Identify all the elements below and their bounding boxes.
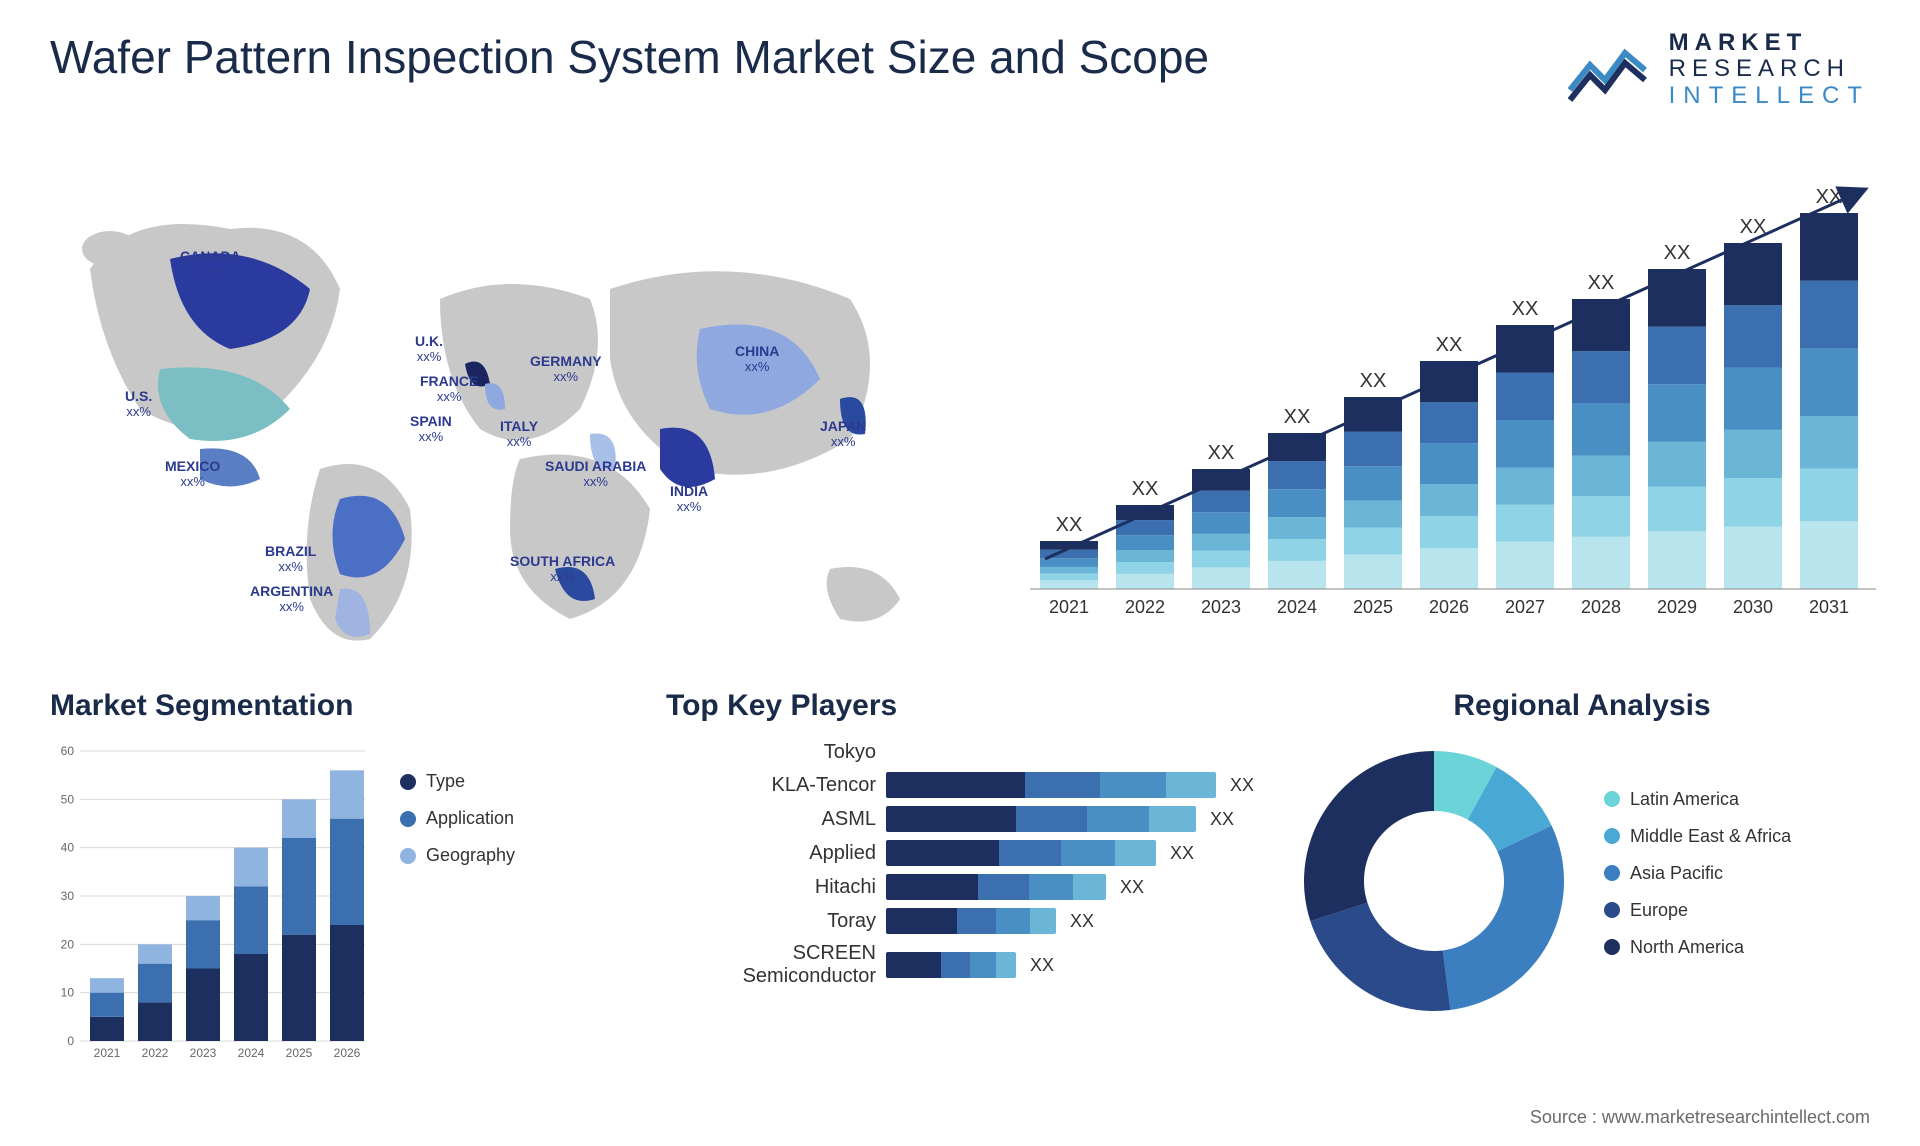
key-players-panel: Top Key Players Tokyo KLA-TencorXX ASMLXX A… <box>666 689 1254 1071</box>
legend-item: North America <box>1604 937 1791 958</box>
svg-text:2024: 2024 <box>238 1046 265 1060</box>
svg-text:XX: XX <box>1208 442 1235 464</box>
player-row: ASMLXX <box>666 806 1254 832</box>
map-label: INDIAxx% <box>670 484 708 514</box>
regional-title: Regional Analysis <box>1294 689 1870 723</box>
segmentation-panel: Market Segmentation 0 10 20 30 40 50 60 2021 202… <box>50 689 626 1071</box>
svg-text:2023: 2023 <box>1201 597 1241 617</box>
legend-item: Europe <box>1604 900 1791 921</box>
regional-legend: Latin America Middle East & Africa Asia Pa… <box>1604 789 1791 974</box>
player-row: SCREEN SemiconductorXX <box>666 942 1254 988</box>
svg-text:2030: 2030 <box>1733 597 1773 617</box>
page-title: Wafer Pattern Inspection System Market S… <box>50 30 1209 84</box>
svg-text:XX: XX <box>1132 478 1159 500</box>
legend-item: Latin America <box>1604 789 1791 810</box>
svg-text:2021: 2021 <box>94 1046 121 1060</box>
svg-text:XX: XX <box>1284 406 1311 428</box>
svg-text:XX: XX <box>1664 242 1691 264</box>
svg-text:10: 10 <box>61 986 75 1000</box>
player-row: Tokyo <box>666 741 1254 764</box>
segmentation-legend: Type Application Geography <box>400 741 515 1071</box>
legend-item: Application <box>400 808 515 829</box>
key-players-chart: Tokyo KLA-TencorXX ASMLXX AppliedXX HitachiX… <box>666 741 1254 988</box>
segmentation-chart: 0 10 20 30 40 50 60 2021 2022 2023 2024 2025 2026 <box>50 741 370 1071</box>
regional-donut <box>1294 741 1574 1021</box>
map-label: FRANCExx% <box>420 374 478 404</box>
growth-svg: XX 2021 XX 2022 XX 2023 XX 2024 XX 2025 XX 2026 XX 20… <box>1010 129 1910 649</box>
svg-text:XX: XX <box>1360 370 1387 392</box>
player-row: TorayXX <box>666 908 1254 934</box>
svg-text:2031: 2031 <box>1809 597 1849 617</box>
svg-text:40: 40 <box>61 841 75 855</box>
svg-text:2022: 2022 <box>1125 597 1165 617</box>
map-label: SOUTH AFRICAxx% <box>510 554 615 584</box>
source-text: Source : www.marketresearchintellect.com <box>1530 1107 1870 1128</box>
map-label: CANADAxx% <box>180 249 241 279</box>
svg-text:2025: 2025 <box>1353 597 1393 617</box>
svg-text:2029: 2029 <box>1657 597 1697 617</box>
svg-text:2026: 2026 <box>334 1046 361 1060</box>
map-label: ITALYxx% <box>500 419 538 449</box>
map-label: U.S.xx% <box>125 389 152 419</box>
svg-text:2026: 2026 <box>1429 597 1469 617</box>
legend-item: Type <box>400 771 515 792</box>
logo-line-2: RESEARCH <box>1669 56 1870 82</box>
logo-line-3: INTELLECT <box>1669 83 1870 109</box>
player-row: HitachiXX <box>666 874 1254 900</box>
map-label: U.K.xx% <box>415 334 443 364</box>
growth-bar-chart: XX 2021 XX 2022 XX 2023 XX 2024 XX 2025 XX 2026 XX 20… <box>1010 129 1910 649</box>
svg-text:2023: 2023 <box>190 1046 217 1060</box>
legend-item: Geography <box>400 845 515 866</box>
logo-icon <box>1565 35 1655 105</box>
svg-text:XX: XX <box>1436 334 1463 356</box>
map-label: CHINAxx% <box>735 344 779 374</box>
svg-text:2022: 2022 <box>142 1046 169 1060</box>
svg-text:2024: 2024 <box>1277 597 1317 617</box>
player-row: KLA-TencorXX <box>666 772 1254 798</box>
map-label: JAPANxx% <box>820 419 866 449</box>
map-label: MEXICOxx% <box>165 459 220 489</box>
world-map-svg <box>50 129 950 649</box>
svg-text:2027: 2027 <box>1505 597 1545 617</box>
map-label: SAUDI ARABIAxx% <box>545 459 646 489</box>
map-label: ARGENTINAxx% <box>250 584 333 614</box>
svg-text:50: 50 <box>61 793 75 807</box>
brand-logo: MARKET RESEARCH INTELLECT <box>1565 30 1870 109</box>
svg-text:XX: XX <box>1588 272 1615 294</box>
map-label: BRAZILxx% <box>265 544 316 574</box>
world-map: CANADAxx% U.S.xx% MEXICOxx% BRAZILxx% ARGENT… <box>50 129 950 649</box>
key-players-title: Top Key Players <box>666 689 1254 723</box>
player-row: AppliedXX <box>666 840 1254 866</box>
svg-text:30: 30 <box>61 889 75 903</box>
svg-text:0: 0 <box>67 1034 74 1048</box>
map-label: GERMANYxx% <box>530 354 602 384</box>
svg-text:2028: 2028 <box>1581 597 1621 617</box>
logo-line-1: MARKET <box>1669 30 1870 56</box>
svg-text:20: 20 <box>61 938 75 952</box>
svg-text:XX: XX <box>1056 514 1083 536</box>
map-label: SPAINxx% <box>410 414 452 444</box>
legend-item: Asia Pacific <box>1604 863 1791 884</box>
svg-text:60: 60 <box>61 744 75 758</box>
svg-text:2025: 2025 <box>286 1046 313 1060</box>
svg-text:XX: XX <box>1512 298 1539 320</box>
legend-item: Middle East & Africa <box>1604 826 1791 847</box>
svg-text:2021: 2021 <box>1049 597 1089 617</box>
regional-panel: Regional Analysis Latin America Middle Ea… <box>1294 689 1870 1071</box>
segmentation-title: Market Segmentation <box>50 689 626 723</box>
